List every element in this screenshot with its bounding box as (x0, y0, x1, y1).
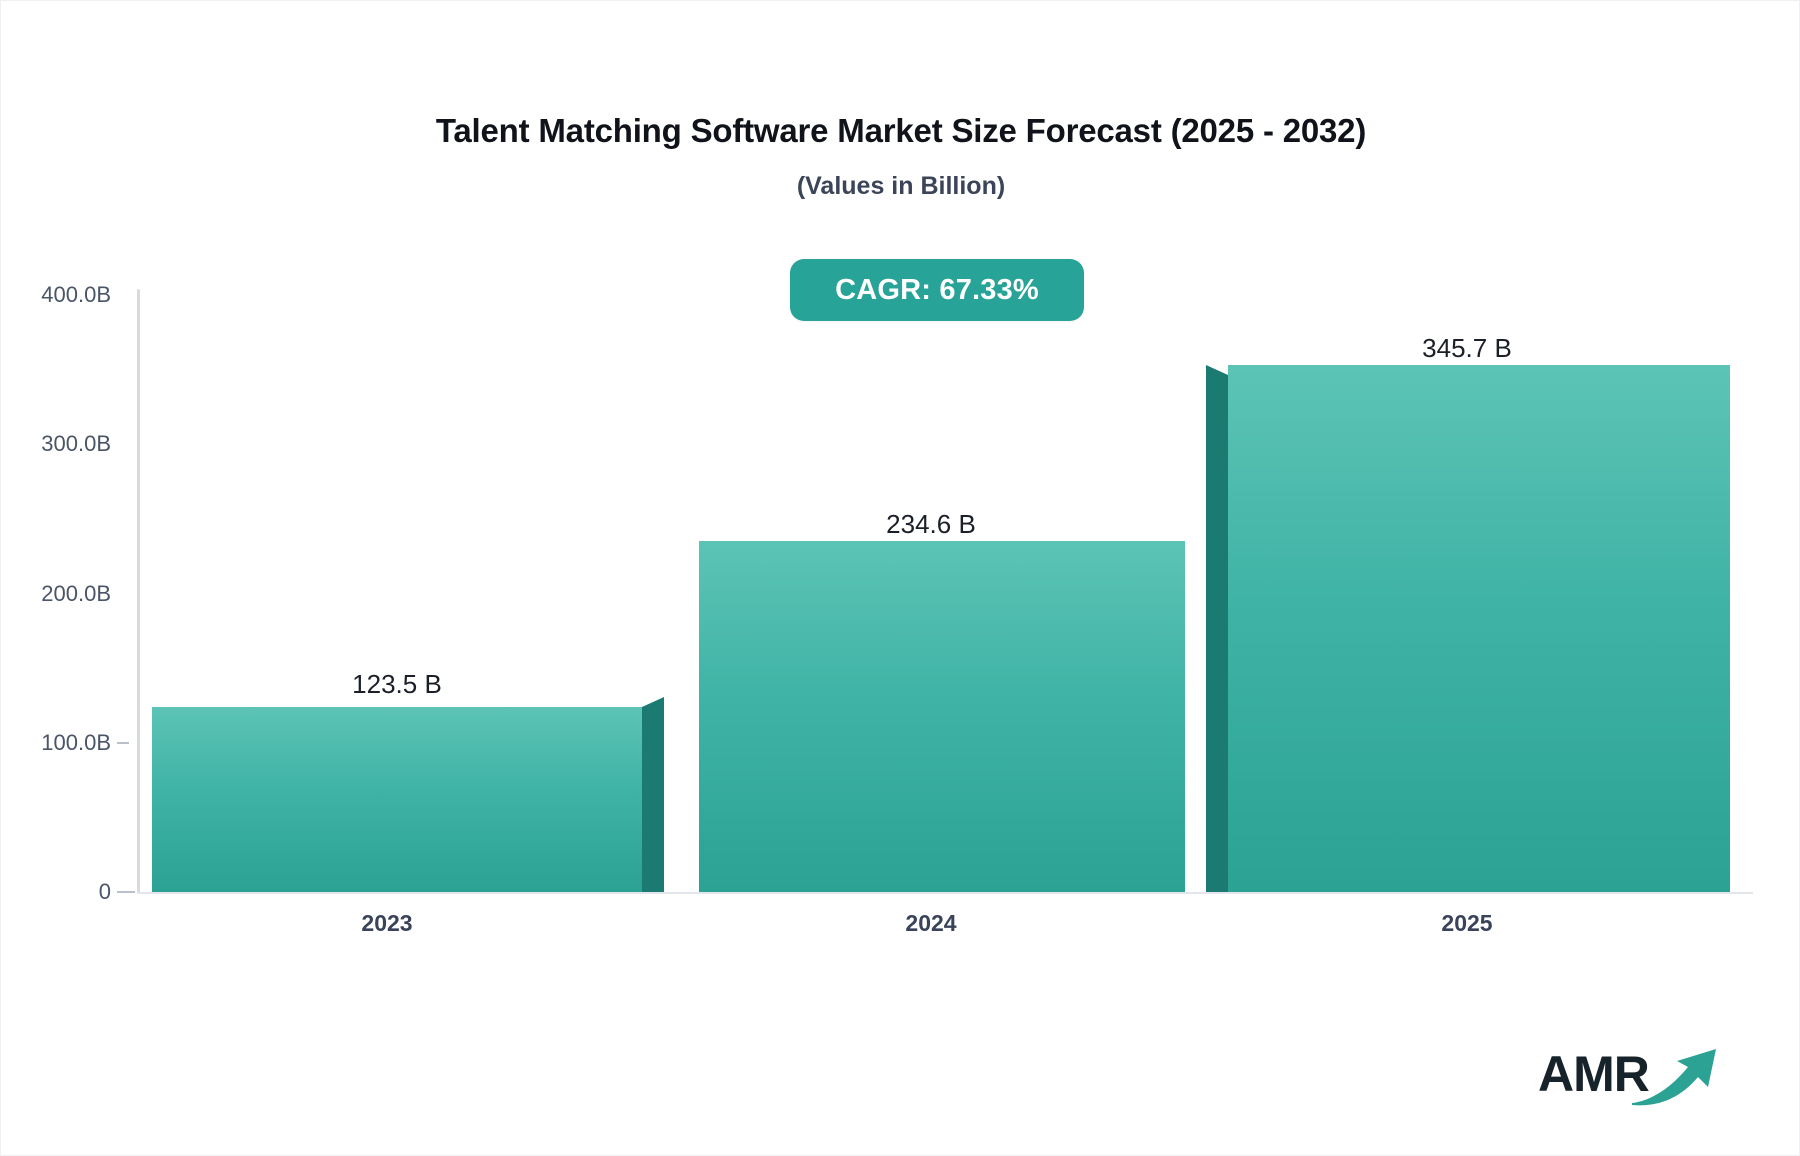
bar-side-cap-2025 (1206, 365, 1228, 375)
amr-logo-text: AMR (1538, 1046, 1650, 1102)
bar-side-2023 (642, 707, 664, 892)
cagr-badge-label: CAGR: 67.33% (835, 273, 1039, 306)
bar-value-label-2025: 345.7 B (1422, 333, 1512, 363)
y-axis-tick-label: 400.0B (41, 282, 111, 307)
bar-face-2025[interactable] (1228, 365, 1730, 892)
bar-value-label-2024: 234.6 B (886, 509, 976, 539)
bar-face-2024[interactable] (699, 541, 1185, 892)
y-axis-line (137, 289, 140, 894)
growth-arrow-icon (1632, 1049, 1716, 1106)
y-axis-tick-label: 300.0B (41, 431, 111, 456)
y-axis-tick-label: 0 (98, 879, 111, 904)
y-axis-tick-label: 200.0B (41, 581, 111, 606)
x-axis-label-2023: 2023 (361, 910, 413, 936)
bar-side-cap-2023 (642, 697, 664, 707)
y-axis-tick-label: 100.0B (41, 730, 111, 755)
amr-logo: AMR (1538, 1041, 1718, 1113)
y-axis-dash-0 (117, 891, 135, 893)
x-axis-label-2025: 2025 (1441, 910, 1493, 936)
chart-subtitle: (Values in Billion) (796, 172, 1006, 200)
bar-face-2023[interactable] (152, 707, 642, 892)
x-axis-line (137, 892, 1753, 894)
x-axis-label-2024: 2024 (905, 910, 957, 936)
bar-value-label-2023: 123.5 B (352, 669, 442, 699)
bar-side-2025 (1206, 375, 1228, 892)
page-title: Talent Matching Software Market Size For… (435, 112, 1367, 149)
y-axis-dash-100 (117, 742, 129, 744)
cagr-badge[interactable]: CAGR: 67.33% (790, 259, 1084, 321)
